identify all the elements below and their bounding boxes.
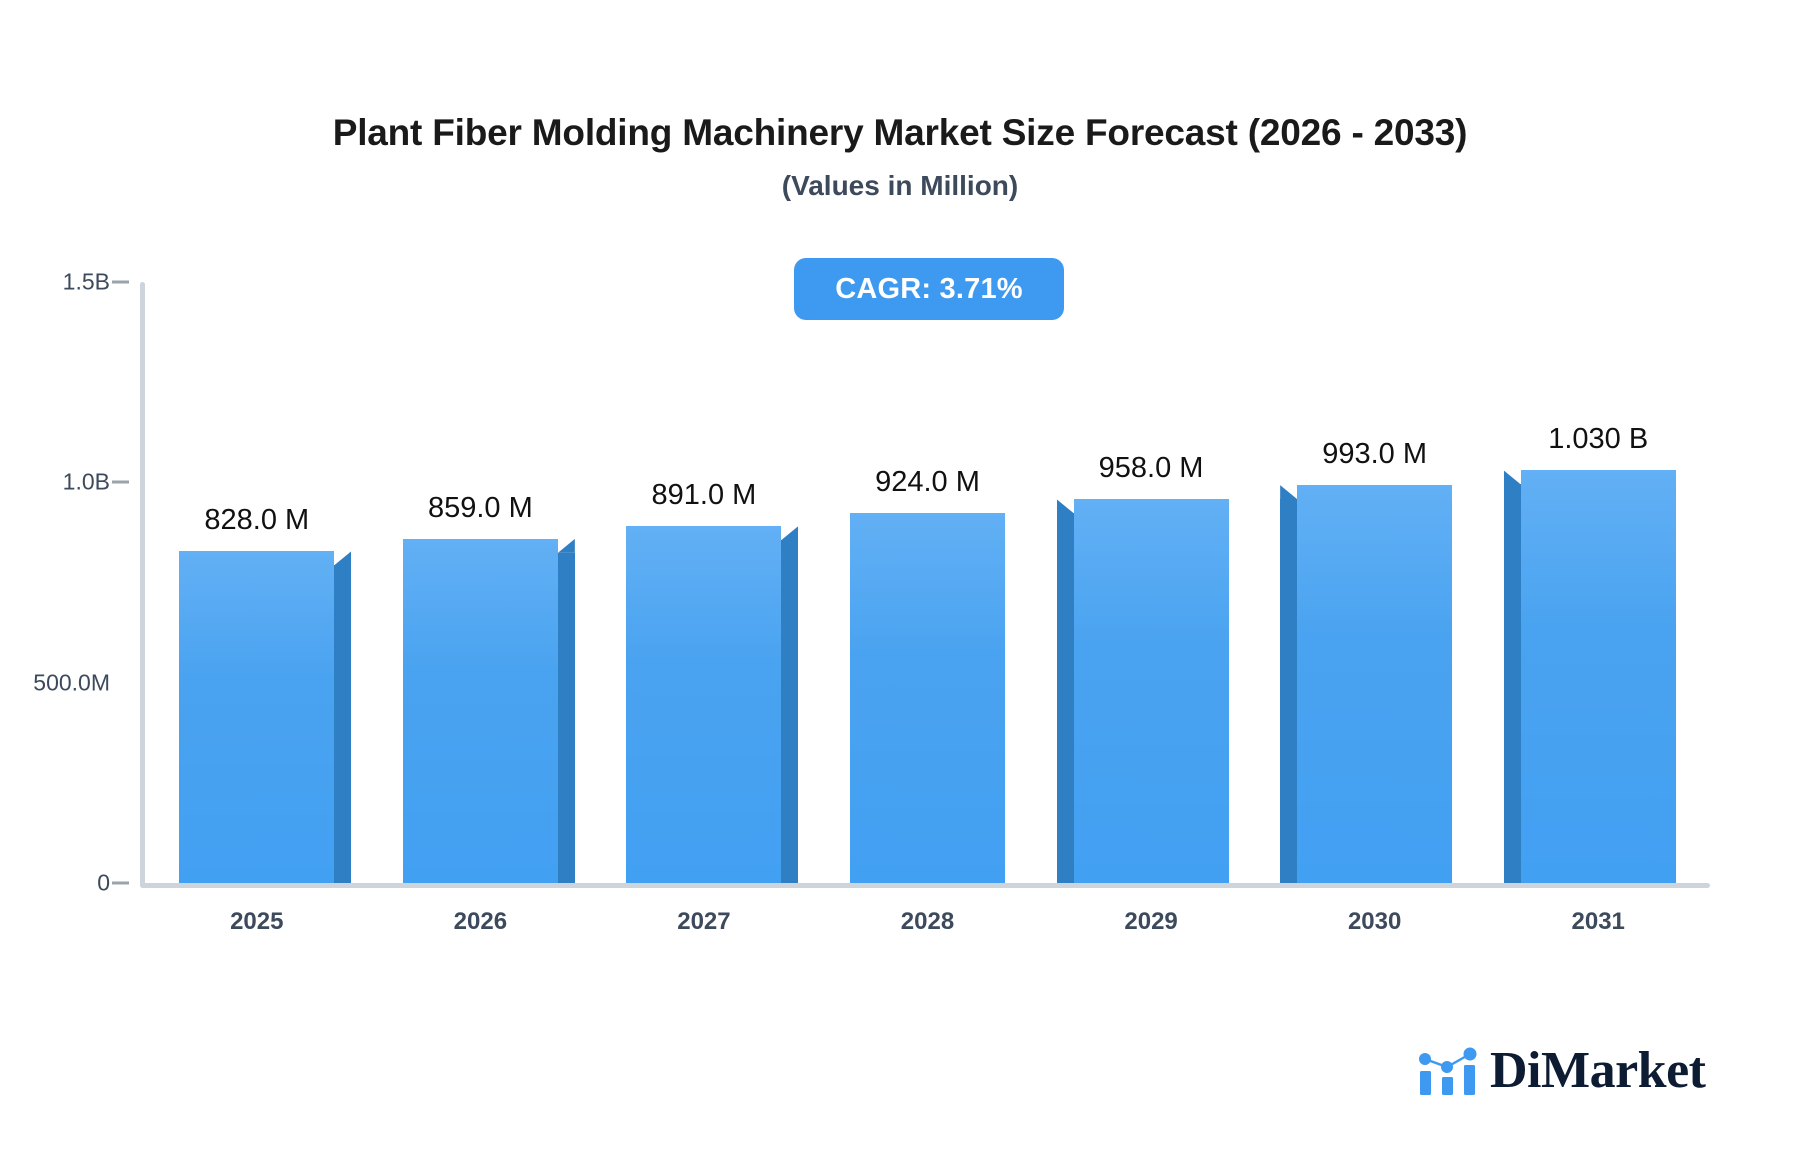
bar-3d-top-bevel [781,526,799,541]
bar-column[interactable]: 924.0 M [850,466,1005,883]
y-axis-tick-mark [112,480,129,484]
y-axis-tick-label: 0 [97,869,110,896]
bar-3d-side [1503,484,1521,883]
bar-3d-side [557,552,575,883]
y-axis-tick-label: 1.5B [62,268,110,295]
bar-front-face [1073,499,1229,883]
bar-column[interactable]: 1.030 B [1503,423,1676,883]
bar-value-label: 924.0 M [875,465,980,498]
bar-column[interactable]: 859.0 M [402,492,575,883]
x-axis-tick-label: 2031 [1571,908,1625,935]
bar-3d-top-bevel [1280,485,1298,500]
bar-column[interactable]: 828.0 M [179,504,352,883]
bar-value-label: 891.0 M [651,479,757,512]
y-axis-tick-label: 1.0B [62,468,110,495]
bar-value-label: 958.0 M [1098,452,1204,485]
bar-3d-side [1280,499,1298,883]
x-axis-tick-label: 2028 [900,908,955,935]
dimarket-logo: DiMarket [1418,1042,1706,1099]
bar-3d-top-bevel [1056,499,1074,514]
bar-column[interactable]: 891.0 M [626,479,799,883]
y-axis-tick-label: 500.0M [33,669,110,696]
bar-3d-side [1056,513,1074,883]
bar-value-label: 828.0 M [204,504,310,537]
logo-wordmark: DiMarket [1490,1042,1706,1099]
bar-column[interactable]: 993.0 M [1280,438,1453,883]
bar-3d-top-bevel [1503,470,1521,485]
bar-value-label: 859.0 M [427,491,533,524]
bar-front-face [850,512,1005,883]
bar-chart-logo-icon [1419,1047,1477,1095]
x-axis-tick-label: 2026 [453,908,508,935]
y-axis-tick-mark [112,280,129,284]
bar-3d-top-bevel [557,538,575,553]
cagr-badge-label: CAGR: 3.71% [835,272,1023,305]
bar-3d-side [781,540,799,883]
x-axis-tick-label: 2030 [1347,908,1402,935]
y-axis-line [140,282,145,887]
bar-front-face [402,538,558,883]
x-axis-tick-label: 2027 [677,908,731,935]
bar-series: 828.0 M 859.0 M 891.0 M 924.0 M 958.0 M 993.0… [145,282,1710,883]
bar-3d-top-bevel [334,551,352,566]
page-title: Plant Fiber Molding Machinery Market Siz… [332,112,1468,153]
bar-value-label: 993.0 M [1322,438,1428,471]
x-axis-tick-label: 2029 [1124,908,1178,935]
bar-front-face [626,526,782,883]
bar-front-face [179,551,335,883]
x-axis-tick-label: 2025 [230,908,284,935]
bar-3d-side [334,565,352,883]
chart-subtitle: (Values in Million) [781,170,1019,201]
x-axis-line [140,883,1710,888]
y-axis-tick-mark [112,881,129,885]
bar-front-face [1520,470,1676,883]
bar-column[interactable]: 958.0 M [1056,452,1229,883]
bar-value-label: 1.030 B [1548,423,1649,456]
cagr-badge: CAGR: 3.71% [794,258,1064,320]
bar-front-face [1297,485,1453,883]
